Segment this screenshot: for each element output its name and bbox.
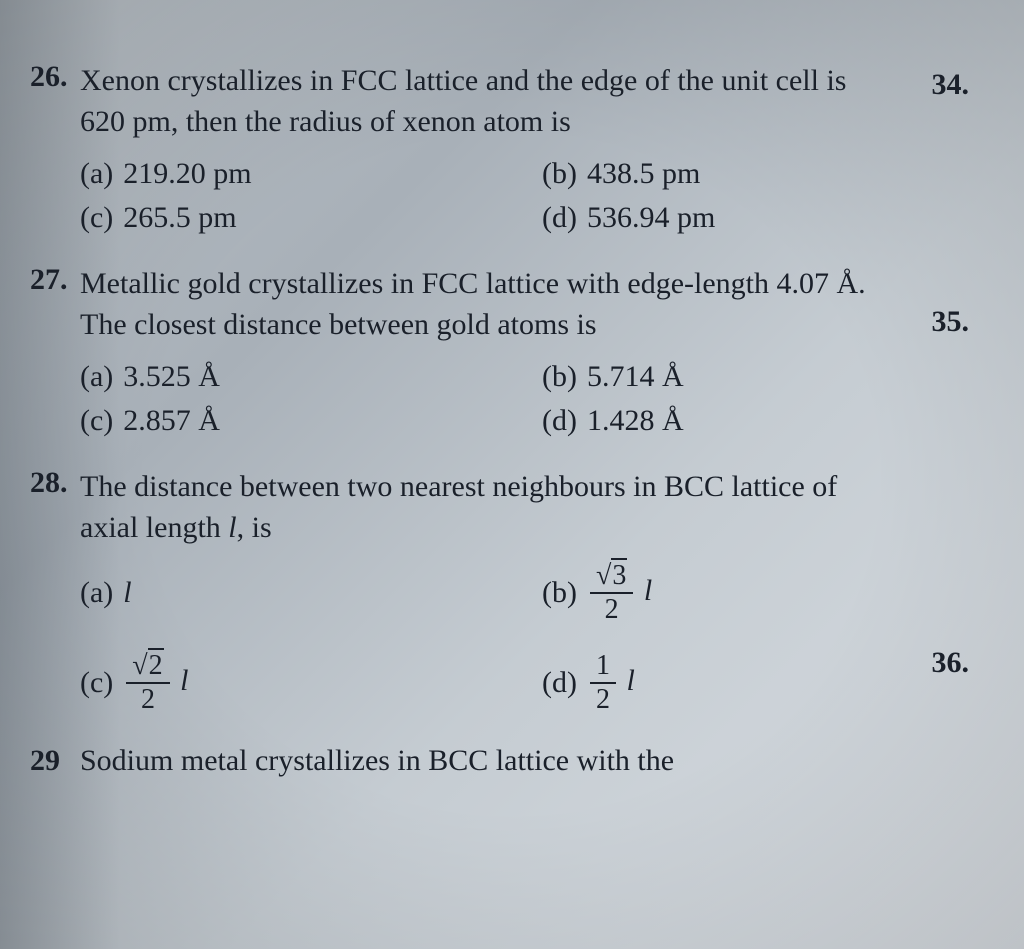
sqrt: 3 bbox=[596, 562, 627, 590]
right-margin-number: 36. bbox=[932, 646, 970, 680]
partial-text: Sodium metal crystallizes in BCC lattice… bbox=[80, 744, 674, 777]
question-26: 26. 34. Xenon crystallizes in FCC lattic… bbox=[80, 60, 974, 235]
option-label: (a) bbox=[80, 576, 113, 610]
question-text: Metallic gold crystallizes in FCC lattic… bbox=[80, 263, 974, 346]
option-b: (b) 3 2 l bbox=[542, 562, 974, 624]
option-value: 3 2 l bbox=[587, 562, 652, 624]
option-label: (c) bbox=[80, 201, 113, 235]
option-label: (b) bbox=[542, 576, 577, 610]
option-label: (c) bbox=[80, 404, 113, 438]
variable: l bbox=[626, 664, 634, 697]
option-label: (a) bbox=[80, 360, 113, 394]
numerator: 2 bbox=[126, 652, 169, 684]
question-variable: l bbox=[228, 511, 236, 544]
sqrt: 2 bbox=[132, 652, 163, 680]
option-value: 438.5 pm bbox=[587, 157, 700, 191]
option-c: (c) 2.857 Å bbox=[80, 404, 512, 438]
option-d: (d) 536.94 pm bbox=[542, 201, 974, 235]
fraction: 2 2 bbox=[126, 652, 169, 714]
option-b: (b) 5.714 Å bbox=[542, 360, 974, 394]
question-number: 26. bbox=[30, 60, 68, 94]
question-number: 28. bbox=[30, 466, 68, 500]
numerator: 3 bbox=[590, 562, 633, 594]
option-value: 3.525 Å bbox=[123, 360, 220, 394]
question-27: 27. 35. Metallic gold crystallizes in FC… bbox=[80, 263, 974, 438]
numerator: 1 bbox=[590, 652, 616, 684]
fraction: 3 2 bbox=[590, 562, 633, 624]
question-text-part: , is bbox=[237, 511, 272, 544]
option-value: 2 2 l bbox=[123, 652, 188, 714]
option-d: (d) 1 2 l bbox=[542, 652, 974, 714]
option-d: (d) 1.428 Å bbox=[542, 404, 974, 438]
option-value: 219.20 pm bbox=[123, 157, 251, 191]
fraction: 1 2 bbox=[590, 652, 616, 714]
variable: l bbox=[644, 574, 652, 607]
right-margin-number: 35. bbox=[932, 305, 970, 339]
option-label: (d) bbox=[542, 666, 577, 700]
question-28: 28. 36. The distance between two nearest… bbox=[80, 466, 974, 715]
option-value: 2.857 Å bbox=[123, 404, 220, 438]
question-text: The distance between two nearest neighbo… bbox=[80, 466, 974, 549]
option-c: (c) 2 2 l bbox=[80, 652, 512, 714]
right-margin-number: 34. bbox=[932, 68, 970, 102]
question-number: 27. bbox=[30, 263, 68, 297]
option-value: l bbox=[123, 576, 131, 610]
question-text-part: The distance between two nearest neighbo… bbox=[80, 470, 837, 544]
denominator: 2 bbox=[590, 684, 616, 714]
option-b: (b) 438.5 pm bbox=[542, 157, 974, 191]
option-label: (d) bbox=[542, 201, 577, 235]
option-value: 1 2 l bbox=[587, 652, 635, 714]
variable: l bbox=[180, 664, 188, 697]
option-c: (c) 265.5 pm bbox=[80, 201, 512, 235]
option-label: (d) bbox=[542, 404, 577, 438]
option-value: 5.714 Å bbox=[587, 360, 684, 394]
question-number: 29 bbox=[30, 744, 60, 778]
option-label: (a) bbox=[80, 157, 113, 191]
options-grid: (a) 3.525 Å (b) 5.714 Å (c) 2.857 Å (d) … bbox=[80, 360, 974, 438]
option-label: (b) bbox=[542, 360, 577, 394]
denominator: 2 bbox=[590, 594, 633, 624]
denominator: 2 bbox=[126, 684, 169, 714]
options-grid: (a) 219.20 pm (b) 438.5 pm (c) 265.5 pm … bbox=[80, 157, 974, 235]
option-a: (a) 3.525 Å bbox=[80, 360, 512, 394]
option-label: (b) bbox=[542, 157, 577, 191]
question-text: Xenon crystallizes in FCC lattice and th… bbox=[80, 60, 974, 143]
options-grid: (a) l (b) 3 2 l (c) 2 2 bbox=[80, 562, 974, 714]
option-value: 1.428 Å bbox=[587, 404, 684, 438]
option-label: (c) bbox=[80, 666, 113, 700]
option-value: 265.5 pm bbox=[123, 201, 236, 235]
option-a: (a) 219.20 pm bbox=[80, 157, 512, 191]
option-a: (a) l bbox=[80, 562, 512, 624]
option-value: 536.94 pm bbox=[587, 201, 715, 235]
question-29-partial: 29 Sodium metal crystallizes in BCC latt… bbox=[80, 744, 974, 778]
